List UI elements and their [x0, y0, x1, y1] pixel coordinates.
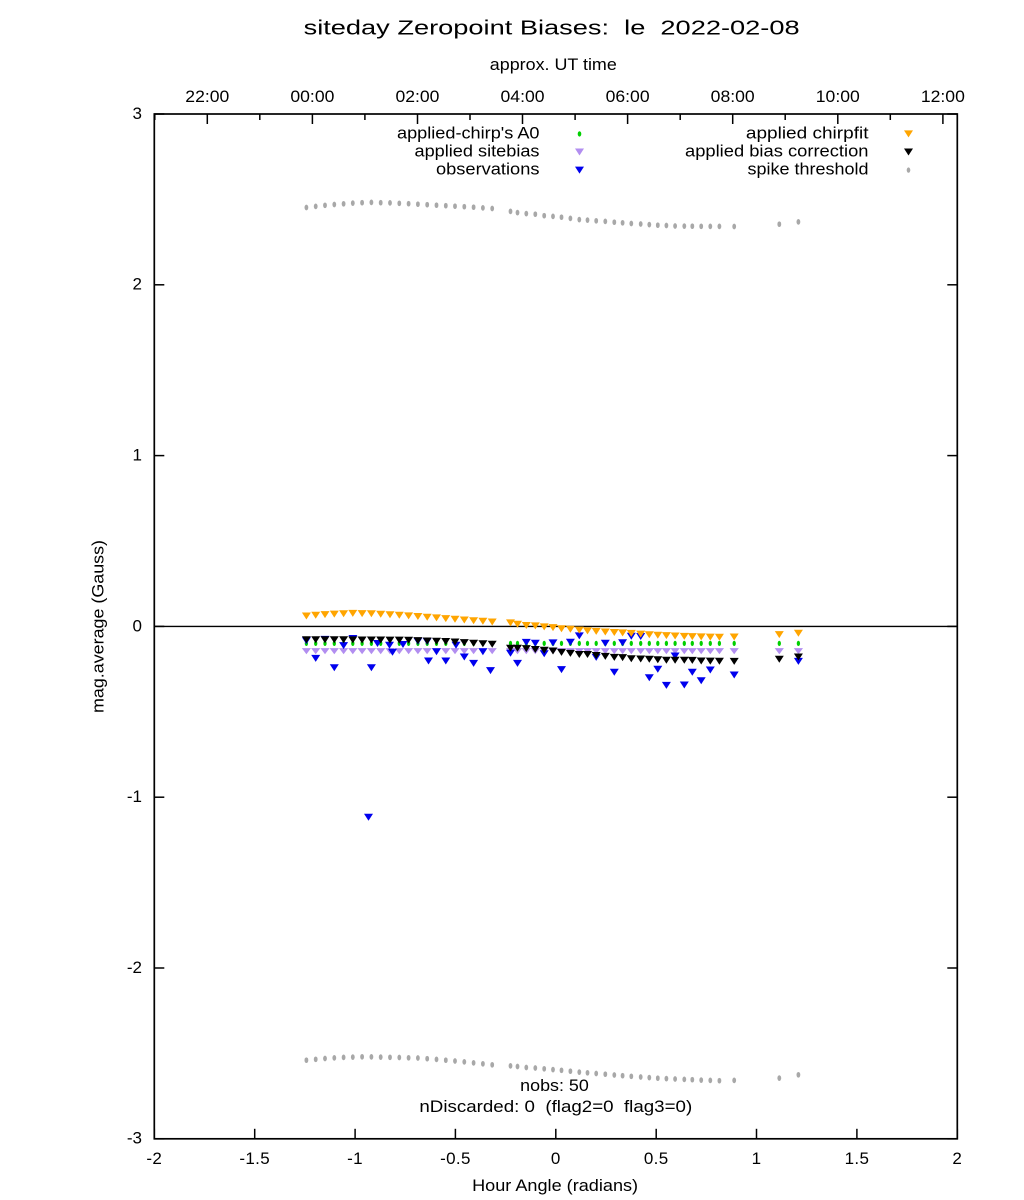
svg-text:-3: -3 — [127, 1129, 142, 1148]
svg-text:3: 3 — [133, 104, 142, 123]
svg-text:08:00: 08:00 — [711, 87, 755, 106]
svg-text:-2: -2 — [146, 1149, 162, 1168]
svg-text:applied-chirp's A0: applied-chirp's A0 — [397, 125, 540, 143]
svg-text:approx. UT time: approx. UT time — [490, 55, 617, 74]
svg-text:nobs: 50: nobs: 50 — [520, 1076, 589, 1095]
svg-text:-0.5: -0.5 — [440, 1149, 471, 1168]
svg-text:Hour Angle (radians): Hour Angle (radians) — [472, 1176, 638, 1195]
svg-text:spike threshold: spike threshold — [748, 161, 869, 179]
svg-text:2: 2 — [133, 275, 142, 294]
svg-text:applied sitebias: applied sitebias — [415, 143, 540, 161]
svg-text:siteday Zeropoint Biases: le: siteday Zeropoint Biases: le 2022-02-08 — [304, 17, 800, 40]
svg-text:10:00: 10:00 — [816, 87, 860, 106]
svg-text:observations: observations — [436, 161, 540, 179]
svg-text:02:00: 02:00 — [395, 87, 439, 106]
svg-text:0: 0 — [133, 616, 142, 635]
svg-text:2: 2 — [952, 1149, 962, 1168]
svg-text:1.5: 1.5 — [845, 1149, 870, 1168]
svg-text:04:00: 04:00 — [501, 87, 545, 106]
svg-text:applied chirpfit: applied chirpfit — [746, 125, 869, 143]
svg-text:1: 1 — [752, 1149, 762, 1168]
svg-text:-1: -1 — [347, 1149, 363, 1168]
svg-text:1: 1 — [133, 446, 142, 465]
svg-text:00:00: 00:00 — [290, 87, 334, 106]
svg-text:22:00: 22:00 — [185, 87, 229, 106]
svg-text:0.5: 0.5 — [644, 1149, 669, 1168]
svg-text:applied bias correction: applied bias correction — [685, 143, 869, 161]
svg-text:0: 0 — [551, 1149, 561, 1168]
svg-text:mag.average (Gauss): mag.average (Gauss) — [89, 540, 108, 713]
svg-text:06:00: 06:00 — [606, 87, 650, 106]
svg-text:-2: -2 — [127, 958, 142, 977]
svg-text:12:00: 12:00 — [921, 87, 965, 106]
svg-text:nDiscarded: 0 (flag2=0 flag3: nDiscarded: 0 (flag2=0 flag3=0) — [419, 1097, 692, 1116]
svg-text:-1: -1 — [127, 787, 142, 806]
svg-text:-1.5: -1.5 — [239, 1149, 270, 1168]
